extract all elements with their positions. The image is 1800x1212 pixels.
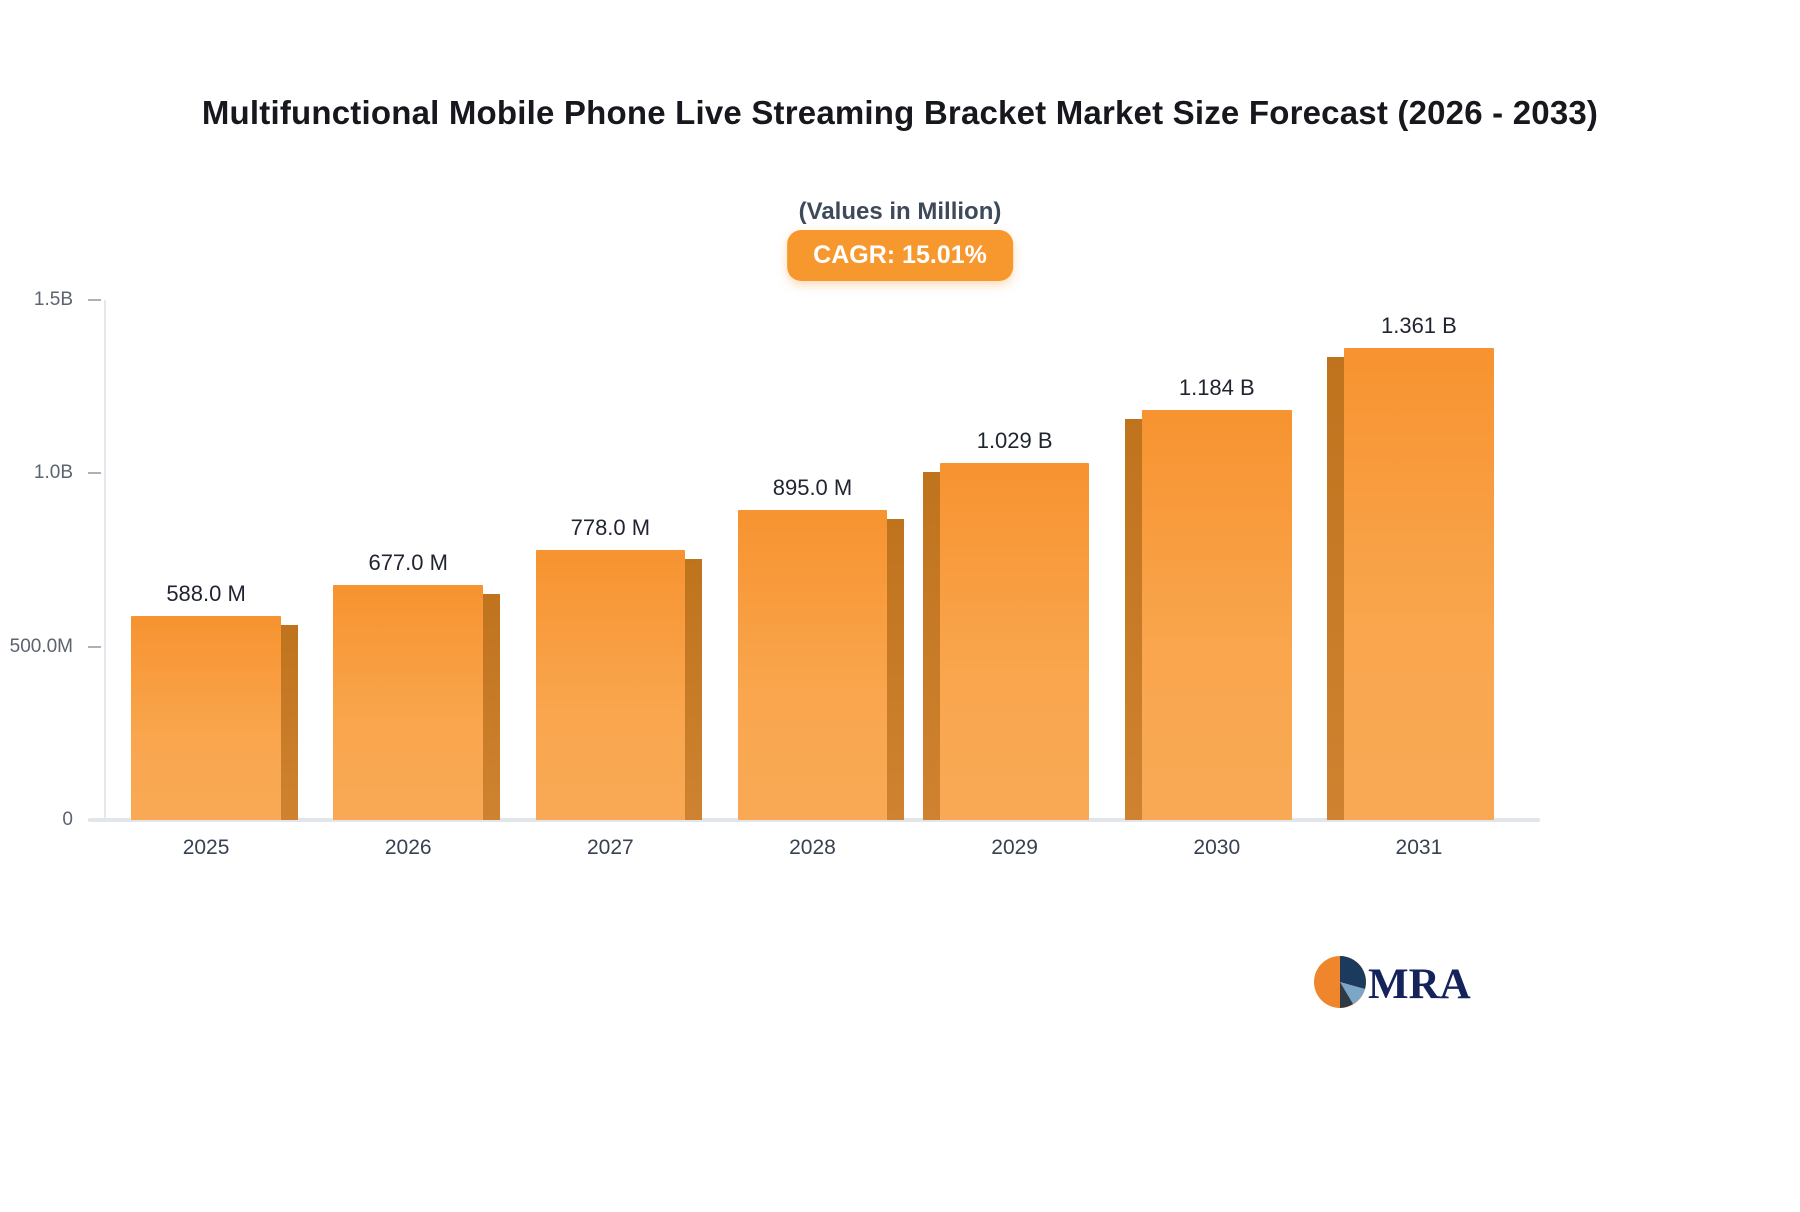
bar-side-face [922,472,940,820]
bar-2031[interactable]: 1.361 B [1327,313,1494,820]
bar-value-label: 778.0 M [570,515,651,541]
bar-side-face [1327,357,1345,820]
bar-side-face [483,594,500,820]
plot-area: 588.0 M 677.0 M 778.0 M 895.0 M 1.029 B 1.184… [105,300,1520,820]
bar-2026[interactable]: 677.0 M [333,550,500,820]
chart-title: Multifunctional Mobile Phone Live Stream… [201,94,1599,131]
y-tick-mark [88,299,101,301]
logo-text: MRA [1368,961,1471,1008]
y-tick-label: 500.0M [9,635,73,657]
cagr-badge: CAGR: 15.01% [787,230,1013,281]
y-tick-label: 0 [62,809,73,830]
bar-value-label: 1.029 B [976,428,1053,454]
x-axis-labels: 2025 2026 2027 2028 2029 2030 2031 [105,836,1520,860]
bar-2029[interactable]: 1.029 B [922,428,1090,820]
y-tick-label: 1.0B [33,462,73,484]
bar-2025[interactable]: 588.0 M [131,581,298,820]
bar-value-label: 1.361 B [1380,313,1457,339]
bar-slot: 1.361 B [1318,300,1520,820]
bar-value-label: 1.184 B [1178,374,1255,400]
bar-value-label: 588.0 M [166,581,246,607]
bar-slot: 1.184 B [1116,300,1318,820]
bar-side-face [1124,418,1142,820]
x-axis-label-2026: 2026 [384,836,432,859]
x-axis-label-2030: 2030 [1193,836,1241,859]
bar-value-label: 895.0 M [772,474,853,500]
y-tick-mark [88,645,101,648]
bar-value-label: 677.0 M [368,550,448,576]
x-axis-label-2025: 2025 [182,836,230,859]
x-axis-label-2028: 2028 [789,836,836,859]
bar-slot: 778.0 M [509,300,711,820]
bar-2030[interactable]: 1.184 B [1124,375,1292,820]
bar-2028[interactable]: 895.0 M [737,475,905,820]
x-axis-line [88,818,1540,822]
mra-logo: MRA [1314,956,1471,1008]
bar-side-face [280,625,298,820]
y-tick-label: 1.5B [33,289,73,310]
bar-slot: 895.0 M [711,300,913,820]
bar-slot: 1.029 B [914,300,1116,820]
x-axis-label-2031: 2031 [1395,836,1443,859]
bar-slot: 677.0 M [307,300,509,820]
x-axis-label-2029: 2029 [991,836,1038,859]
bar-2027[interactable]: 778.0 M [535,515,703,820]
y-tick-mark [88,472,101,475]
x-axis-label-2027: 2027 [586,836,634,859]
bar-slot: 588.0 M [105,300,307,820]
bar-side-face [685,559,703,820]
bar-side-face [887,518,905,820]
y-axis: 1.5B 1.0B 500.0M 0 [0,289,105,830]
chart-subtitle: (Values in Million) [798,198,1002,225]
y-axis-line [104,300,106,820]
